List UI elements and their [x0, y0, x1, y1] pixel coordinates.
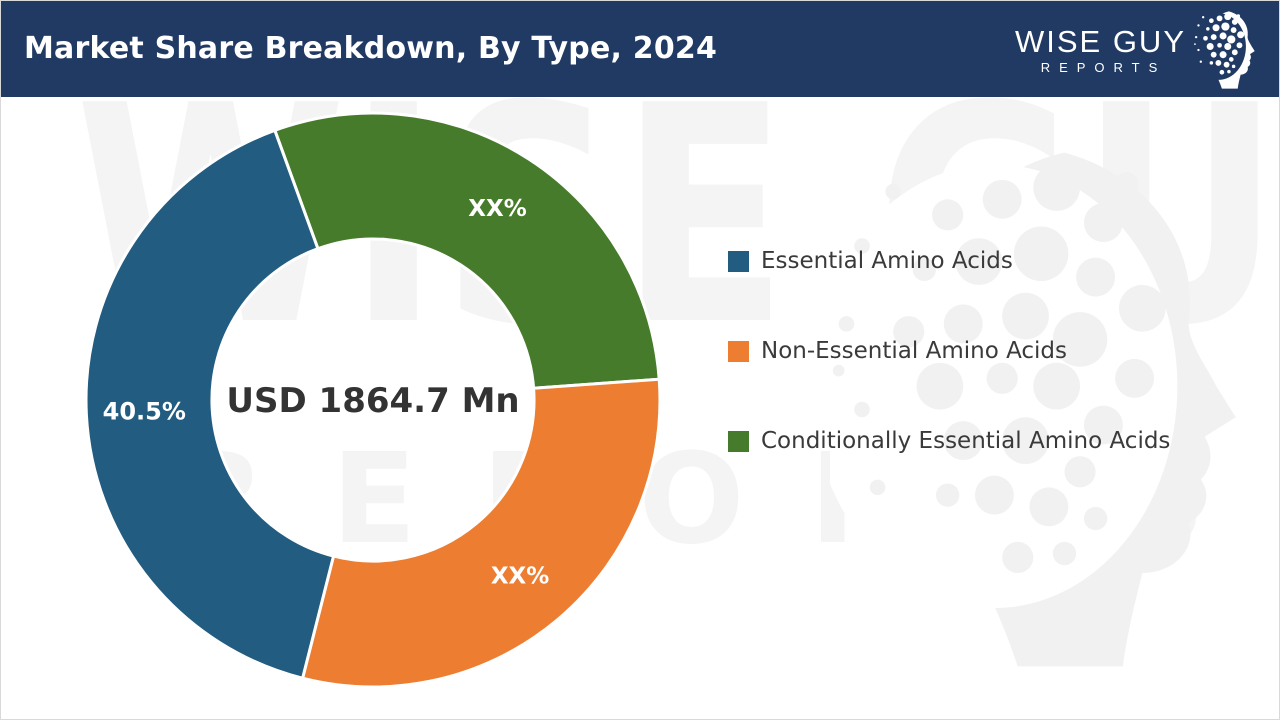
legend-item: Non-Essential Amino Acids	[728, 337, 1170, 365]
legend-swatch	[728, 430, 749, 452]
legend-item: Essential Amino Acids	[728, 247, 1170, 275]
chart-legend: Essential Amino Acids Non-Essential Amino…	[728, 247, 1170, 455]
logo-wordmark: WISE GUY	[1014, 24, 1186, 59]
donut-center-label: USD 1864.7 Mn	[226, 381, 519, 421]
dotted-face-logo-icon	[1190, 9, 1262, 91]
slice-label: XX%	[491, 564, 550, 590]
watermark-face-icon	[811, 137, 1260, 682]
donut-segment	[273, 111, 661, 390]
slice-label: 40.5%	[103, 398, 186, 426]
header-bar: Market Share Breakdown, By Type, 2024 WI…	[0, 0, 1280, 97]
logo-text: WISE GUY REPORTS	[1015, 26, 1186, 74]
legend-item: Conditionally Essential Amino Acids	[728, 427, 1170, 455]
legend-swatch	[728, 340, 749, 362]
legend-label: Non-Essential Amino Acids	[761, 338, 1068, 364]
donut-segment	[84, 128, 335, 680]
slice-label: XX%	[468, 196, 527, 222]
donut-chart: XX% XX% 40.5% USD 1864.7 Mn	[84, 111, 662, 689]
page-title: Market Share Breakdown, By Type, 2024	[24, 31, 718, 66]
logo-subtitle: REPORTS	[1040, 60, 1167, 75]
legend-label: Essential Amino Acids	[761, 248, 1013, 274]
legend-swatch	[728, 250, 749, 272]
donut-segment	[301, 377, 662, 689]
wise-guy-reports-logo: WISE GUY REPORTS	[1015, 8, 1262, 92]
legend-label: Conditionally Essential Amino Acids	[761, 428, 1171, 454]
